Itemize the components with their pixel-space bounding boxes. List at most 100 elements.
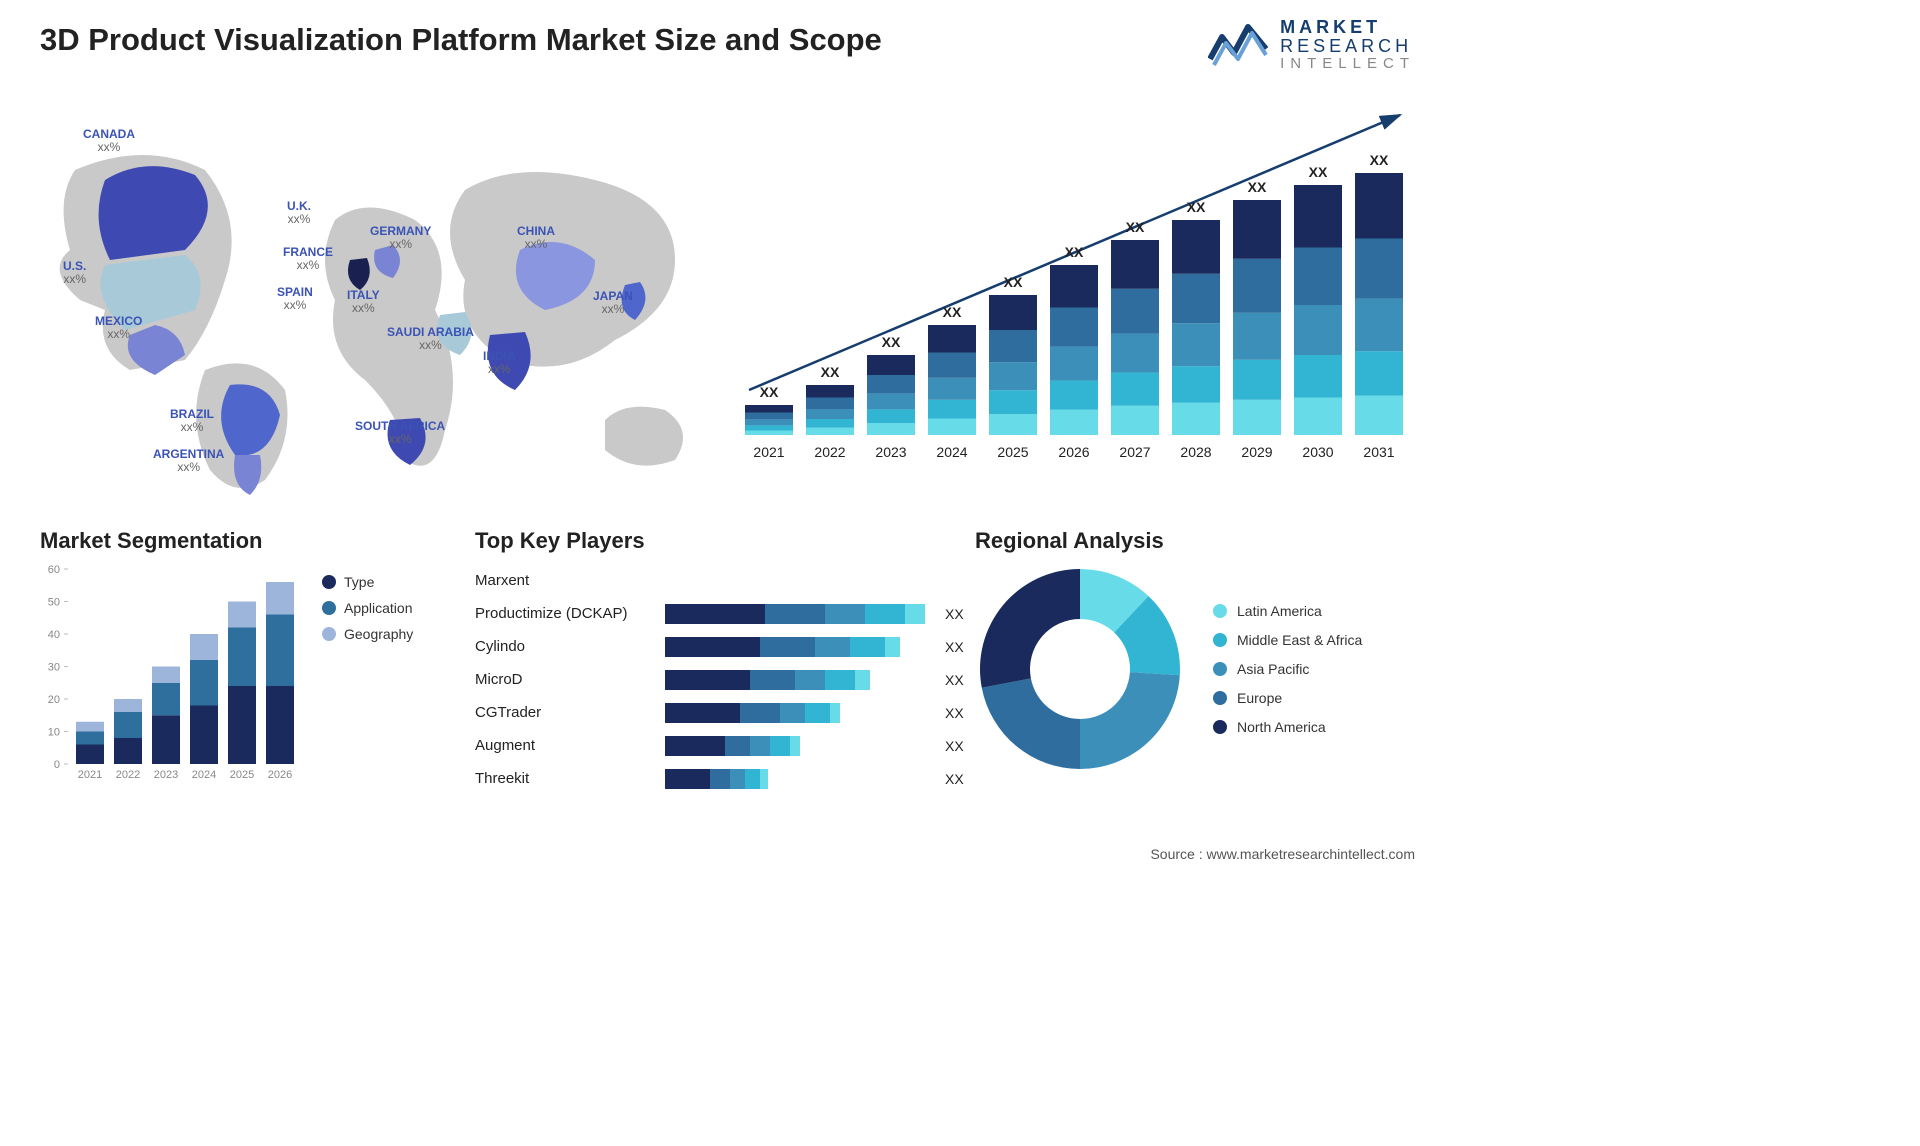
legend-item: Asia Pacific: [1213, 661, 1362, 677]
player-bar: [665, 637, 939, 657]
svg-text:XX: XX: [1248, 179, 1267, 195]
player-value: XX: [939, 639, 975, 655]
player-name: Augment: [475, 737, 665, 754]
player-row: CylindoXX: [475, 630, 975, 663]
svg-text:XX: XX: [1126, 219, 1145, 235]
legend-item: Latin America: [1213, 603, 1362, 619]
svg-text:2023: 2023: [875, 444, 906, 460]
player-name: Marxent: [475, 572, 665, 589]
legend-item: Europe: [1213, 690, 1362, 706]
player-name: CGTrader: [475, 704, 665, 721]
svg-text:0: 0: [54, 759, 60, 771]
player-name: Threekit: [475, 770, 665, 787]
player-row: Productimize (DCKAP) XX: [475, 597, 975, 630]
svg-text:XX: XX: [1004, 274, 1023, 290]
player-bar: [665, 571, 939, 591]
map-label: SOUTH AFRICAxx%: [355, 420, 445, 446]
map-label: ARGENTINAxx%: [153, 448, 224, 474]
player-value: XX: [939, 672, 975, 688]
svg-text:60: 60: [48, 564, 60, 576]
svg-text:2024: 2024: [192, 769, 216, 781]
players-title: Top Key Players: [475, 528, 975, 554]
map-label: CANADAxx%: [83, 128, 135, 154]
world-map: CANADAxx% U.S.xx% MEXICOxx% BRAZILxx% ARGENT…: [35, 100, 710, 500]
svg-text:XX: XX: [1370, 152, 1389, 168]
legend-item: North America: [1213, 719, 1362, 735]
svg-text:2026: 2026: [1058, 444, 1089, 460]
svg-text:2026: 2026: [268, 769, 292, 781]
regional-title: Regional Analysis: [975, 528, 1415, 554]
player-value: XX: [939, 705, 975, 721]
svg-text:2021: 2021: [78, 769, 102, 781]
regional-section: Regional Analysis Latin America Middle Ea…: [975, 528, 1415, 818]
svg-text:2025: 2025: [230, 769, 254, 781]
svg-text:2022: 2022: [814, 444, 845, 460]
segmentation-chart: 0 10 20 30 40 50 60 2021 2022 2023 2024 2025 2026: [40, 564, 310, 794]
logo-line3: INTELLECT: [1280, 56, 1415, 72]
svg-text:2024: 2024: [936, 444, 967, 460]
svg-text:XX: XX: [1065, 244, 1084, 260]
svg-text:2021: 2021: [753, 444, 784, 460]
svg-text:XX: XX: [760, 384, 779, 400]
player-name: Productimize (DCKAP): [475, 605, 665, 622]
players-section: Top Key Players Marxent Productimize (DCK…: [475, 528, 975, 818]
svg-text:40: 40: [48, 629, 60, 641]
map-label: GERMANYxx%: [370, 225, 431, 251]
player-row: Augment XX: [475, 729, 975, 762]
regional-legend: Latin America Middle East & Africa Asia Pa…: [1213, 590, 1362, 748]
segmentation-section: Market Segmentation 0 10 20 30 40 50 60 2021 202…: [40, 528, 460, 818]
segmentation-legend: Type Application Geography: [322, 564, 413, 652]
svg-text:2028: 2028: [1180, 444, 1211, 460]
legend-item: Type: [322, 574, 413, 590]
map-label: CHINAxx%: [517, 225, 555, 251]
legend-item: Application: [322, 600, 413, 616]
market-size-chart-svg: XX 2021 XX 2022 XX 2023 XX 2024 XX 2025 XX 2026 XX 20…: [735, 105, 1415, 475]
svg-text:2027: 2027: [1119, 444, 1150, 460]
map-label: JAPANxx%: [593, 290, 633, 316]
market-size-chart: XX 2021 XX 2022 XX 2023 XX 2024 XX 2025 XX 2026 XX 20…: [735, 105, 1415, 475]
svg-text:2029: 2029: [1241, 444, 1272, 460]
map-label: ITALYxx%: [347, 289, 380, 315]
player-value: XX: [939, 606, 975, 622]
brand-logo: MARKET RESEARCH INTELLECT: [1208, 18, 1415, 72]
player-bar: [665, 769, 939, 789]
svg-text:10: 10: [48, 727, 60, 739]
player-value: XX: [939, 738, 975, 754]
player-bar: [665, 703, 939, 723]
map-label: INDIAxx%: [483, 350, 516, 376]
player-row: Marxent: [475, 564, 975, 597]
player-value: XX: [939, 771, 975, 787]
logo-line2: RESEARCH: [1280, 37, 1415, 56]
player-bar: [665, 670, 939, 690]
svg-text:XX: XX: [943, 304, 962, 320]
svg-text:2031: 2031: [1363, 444, 1394, 460]
player-row: Threekit XX: [475, 762, 975, 795]
svg-text:XX: XX: [1309, 164, 1328, 180]
map-label: SAUDI ARABIAxx%: [387, 326, 474, 352]
svg-text:20: 20: [48, 694, 60, 706]
page-title: 3D Product Visualization Platform Market…: [40, 22, 882, 58]
player-bar: [665, 604, 939, 624]
legend-item: Middle East & Africa: [1213, 632, 1362, 648]
legend-item: Geography: [322, 626, 413, 642]
player-name: MicroD: [475, 671, 665, 688]
map-label: SPAINxx%: [277, 286, 313, 312]
map-label: FRANCExx%: [283, 246, 333, 272]
player-row: MicroD XX: [475, 663, 975, 696]
map-label: BRAZILxx%: [170, 408, 214, 434]
map-label: U.S.xx%: [63, 260, 86, 286]
svg-text:2025: 2025: [997, 444, 1028, 460]
svg-text:2022: 2022: [116, 769, 140, 781]
player-bar: [665, 736, 939, 756]
map-label: MEXICOxx%: [95, 315, 142, 341]
svg-text:XX: XX: [882, 334, 901, 350]
svg-text:30: 30: [48, 662, 60, 674]
player-row: CGTrader XX: [475, 696, 975, 729]
svg-text:2023: 2023: [154, 769, 178, 781]
svg-text:XX: XX: [1187, 199, 1206, 215]
segmentation-title: Market Segmentation: [40, 528, 460, 554]
svg-text:2030: 2030: [1302, 444, 1333, 460]
svg-text:50: 50: [48, 597, 60, 609]
regional-donut: [975, 564, 1185, 774]
source-text: Source : www.marketresearchintellect.com: [1150, 846, 1415, 862]
